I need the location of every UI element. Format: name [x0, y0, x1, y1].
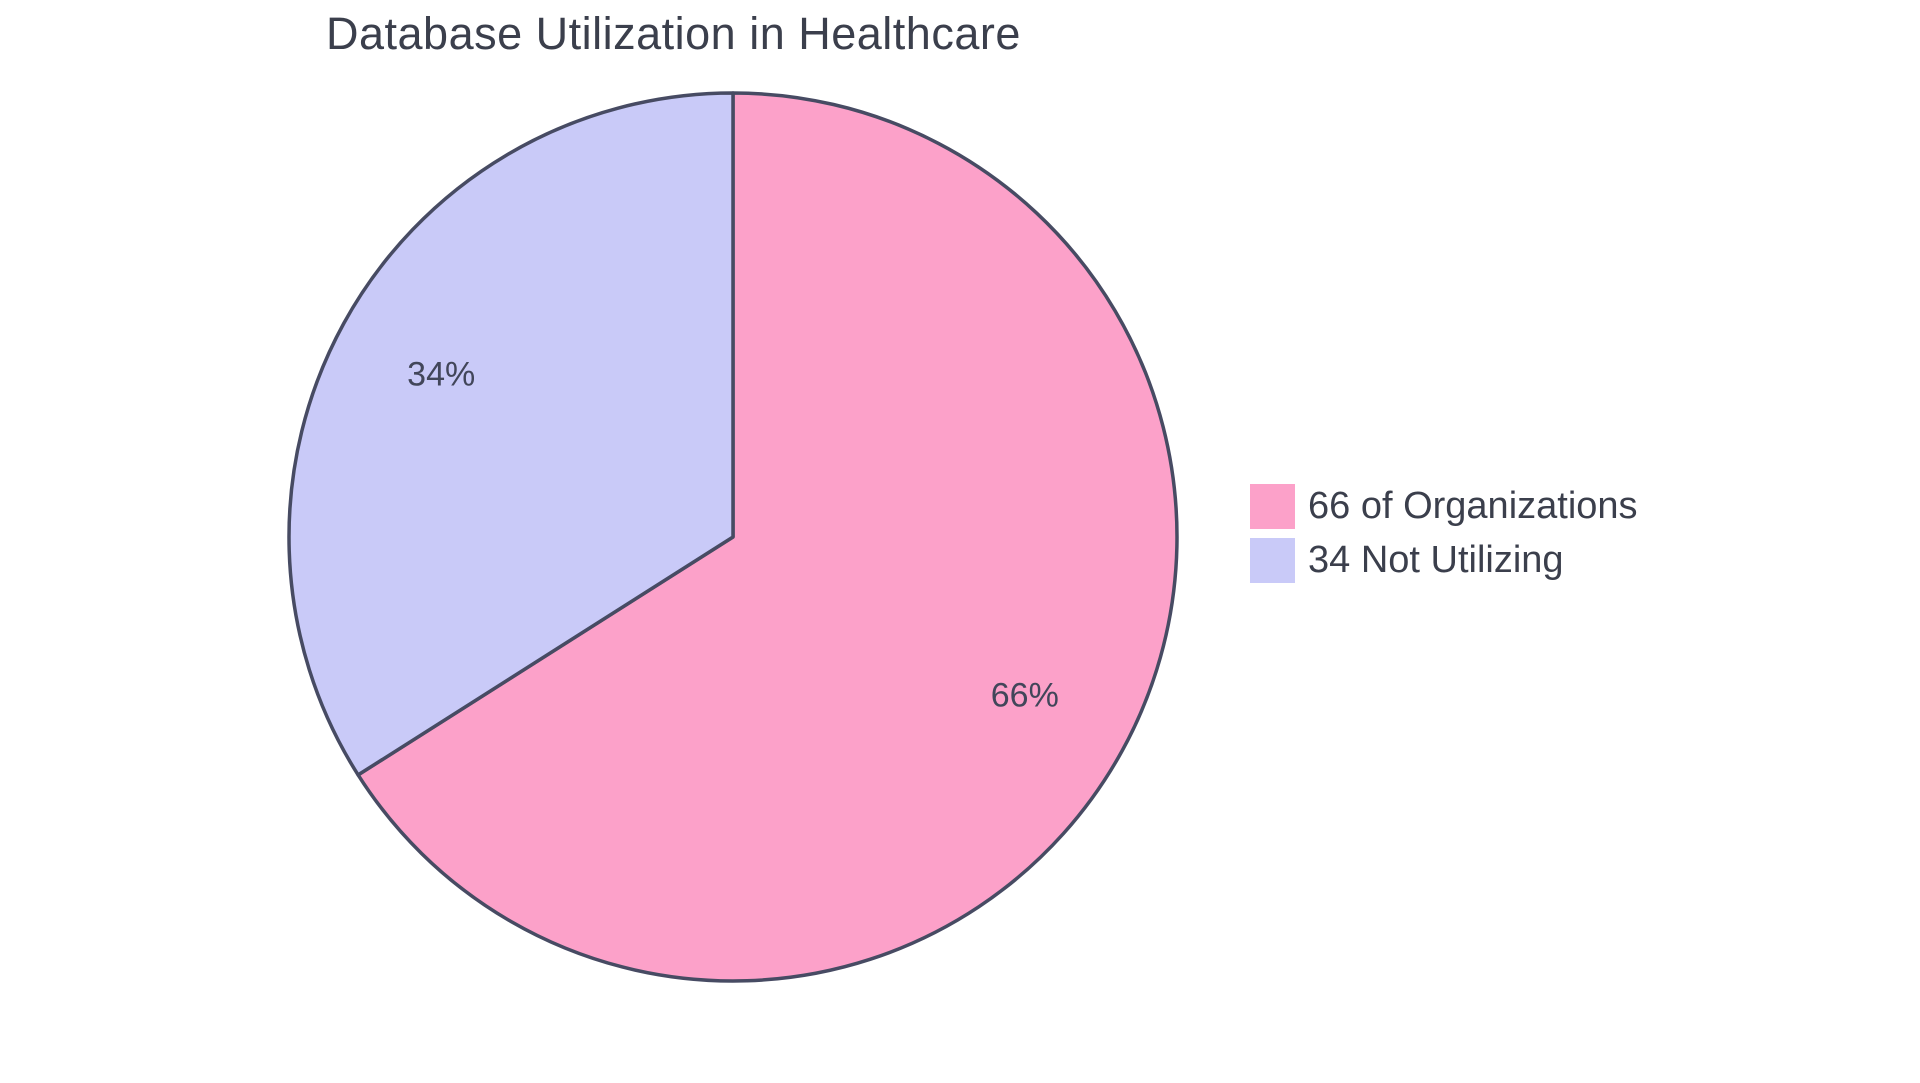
legend-swatch-organizations-icon — [1250, 484, 1295, 529]
legend-item-not-utilizing[interactable]: 34 Not Utilizing — [1250, 538, 1638, 583]
legend-item-organizations[interactable]: 66 of Organizations — [1250, 484, 1638, 529]
legend: 66 of Organizations 34 Not Utilizing — [1250, 484, 1638, 592]
legend-label-not-utilizing: 34 Not Utilizing — [1308, 539, 1564, 581]
pie-slice-label-34-not-utilizing: 34% — [407, 356, 475, 394]
pie-slice-label-66-of-organizations: 66% — [991, 676, 1059, 714]
legend-swatch-not-utilizing-icon — [1250, 538, 1295, 583]
pie-slice-66-of-organizations[interactable] — [356, 91, 1179, 983]
chart-title: Database Utilization in Healthcare — [326, 8, 1021, 59]
legend-label-organizations: 66 of Organizations — [1308, 485, 1638, 527]
pie-slice-34-not-utilizing[interactable] — [287, 91, 735, 777]
